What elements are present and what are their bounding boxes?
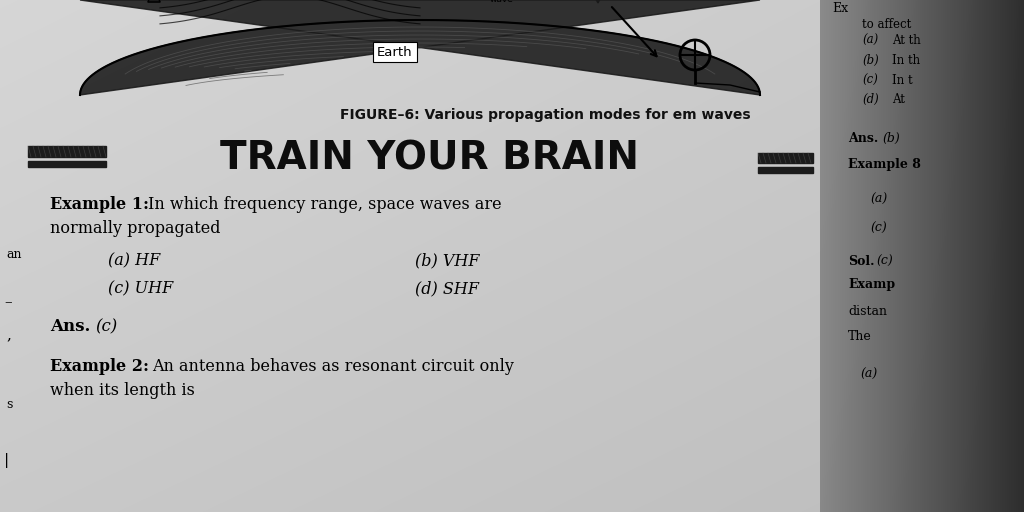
Text: s: s — [6, 398, 12, 411]
Text: (c): (c) — [870, 222, 887, 235]
Text: In th: In th — [892, 54, 921, 67]
Text: Example 8: Example 8 — [848, 158, 921, 171]
Bar — [28, 161, 106, 167]
Text: Ans.: Ans. — [50, 318, 90, 335]
Text: to affect: to affect — [862, 18, 911, 31]
Bar — [758, 167, 813, 173]
Text: (b): (b) — [862, 54, 879, 67]
Polygon shape — [148, 0, 160, 2]
Text: |: | — [4, 453, 9, 468]
Text: (d) SHF: (d) SHF — [415, 280, 479, 297]
Text: (b): (b) — [882, 132, 900, 145]
Text: At: At — [892, 93, 905, 106]
Text: FIGURE–6: Various propagation modes for em waves: FIGURE–6: Various propagation modes for … — [340, 108, 751, 122]
Text: distan: distan — [848, 305, 887, 318]
Text: The: The — [848, 330, 871, 343]
Text: Ex: Ex — [831, 2, 848, 15]
Polygon shape — [590, 0, 605, 3]
Text: –: – — [4, 295, 11, 309]
Text: In t: In t — [892, 74, 912, 87]
Text: (a) HF: (a) HF — [108, 252, 160, 269]
Polygon shape — [80, 0, 760, 95]
Text: (c): (c) — [862, 74, 878, 87]
Text: Example 1:: Example 1: — [50, 196, 150, 213]
Bar — [758, 153, 813, 163]
Text: TRAIN YOUR BRAIN: TRAIN YOUR BRAIN — [220, 139, 640, 177]
Text: (c): (c) — [876, 255, 893, 268]
Text: Earth: Earth — [377, 46, 413, 58]
Text: (a): (a) — [862, 34, 879, 47]
Text: In which frequency range, space waves are: In which frequency range, space waves ar… — [148, 196, 502, 213]
Text: (c): (c) — [95, 318, 118, 335]
Text: (b) VHF: (b) VHF — [415, 252, 479, 269]
Text: (c) UHF: (c) UHF — [108, 280, 173, 297]
Text: (a): (a) — [870, 193, 887, 206]
Text: An antenna behaves as resonant circuit only: An antenna behaves as resonant circuit o… — [152, 358, 514, 375]
Text: Sol.: Sol. — [848, 255, 874, 268]
Text: Example 2:: Example 2: — [50, 358, 150, 375]
Text: Ans.: Ans. — [848, 132, 879, 145]
Text: Examp: Examp — [848, 278, 895, 291]
Text: wave: wave — [490, 0, 514, 4]
Text: At th: At th — [892, 34, 921, 47]
Text: ,: , — [6, 328, 11, 342]
Bar — [28, 146, 106, 157]
Text: (d): (d) — [862, 93, 879, 106]
Text: when its length is: when its length is — [50, 382, 195, 399]
Text: (a): (a) — [860, 368, 878, 381]
Text: normally propagated: normally propagated — [50, 220, 220, 237]
Text: an: an — [6, 248, 22, 261]
